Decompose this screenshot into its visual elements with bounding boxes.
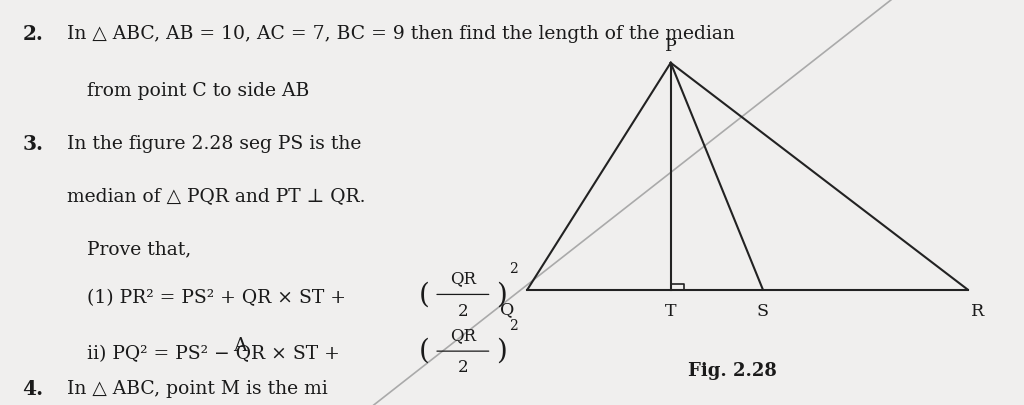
Text: 2: 2	[509, 262, 517, 276]
Text: In △ ABC, point M is the mi: In △ ABC, point M is the mi	[67, 380, 328, 398]
Text: QR: QR	[450, 327, 476, 344]
Text: ): )	[497, 281, 507, 308]
Text: median of △ PQR and PT ⊥ QR.: median of △ PQR and PT ⊥ QR.	[67, 188, 366, 205]
Text: (: (	[419, 281, 429, 308]
Text: 2: 2	[458, 359, 468, 376]
Text: (1) PR² = PS² + QR × ST +: (1) PR² = PS² + QR × ST +	[87, 289, 346, 307]
Text: S: S	[757, 303, 769, 320]
Text: ): )	[497, 338, 507, 365]
Text: from point C to side AB: from point C to side AB	[87, 82, 309, 100]
Text: T: T	[665, 303, 677, 320]
Text: Fig. 2.28: Fig. 2.28	[688, 362, 776, 379]
Text: Q: Q	[500, 301, 514, 318]
Text: 3.: 3.	[23, 134, 44, 154]
Text: QR: QR	[450, 270, 476, 287]
Text: In △ ABC, AB = 10, AC = 7, BC = 9 then find the length of the median: In △ ABC, AB = 10, AC = 7, BC = 9 then f…	[67, 26, 734, 43]
Text: Prove that,: Prove that,	[87, 240, 191, 258]
Text: 4.: 4.	[23, 379, 44, 399]
Text: In the figure 2.28 seg PS is the: In the figure 2.28 seg PS is the	[67, 135, 360, 153]
Text: A: A	[233, 337, 247, 355]
Text: R: R	[972, 303, 984, 320]
Text: 2: 2	[458, 303, 468, 320]
Text: 2.: 2.	[23, 24, 43, 45]
Text: P: P	[665, 38, 677, 55]
Text: ii) PQ² = PS² − QR × ST +: ii) PQ² = PS² − QR × ST +	[87, 345, 340, 363]
Text: 2: 2	[509, 319, 517, 333]
Text: (: (	[419, 338, 429, 365]
